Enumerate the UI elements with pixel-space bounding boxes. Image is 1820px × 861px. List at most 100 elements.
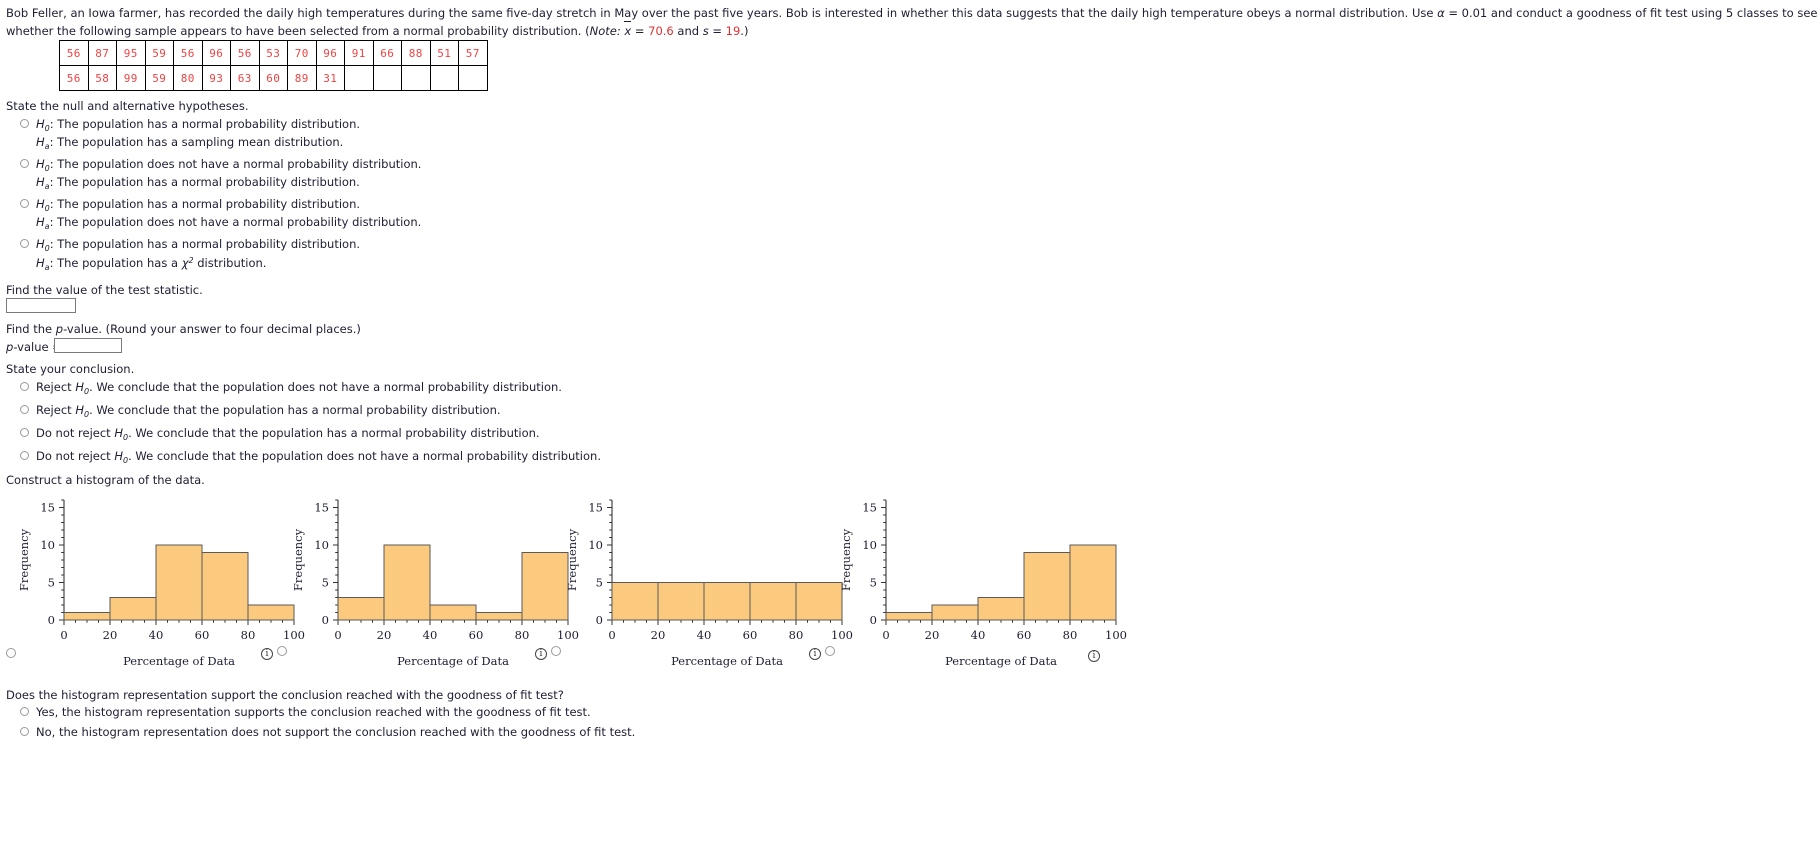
conclusion-post: . We conclude that the population does n… <box>128 449 601 463</box>
histogram-select-radio-4[interactable] <box>825 646 835 656</box>
info-icon-2[interactable]: i <box>535 648 547 660</box>
hypothesis-alt-text: : The population has a normal probabilit… <box>49 175 360 189</box>
histogram-bar <box>247 604 295 621</box>
info-icon-4[interactable]: i <box>1088 650 1100 662</box>
y-tick-label: 10 <box>314 538 329 552</box>
conclusion-option-4-text: Do not reject H0. We conclude that the p… <box>36 449 601 465</box>
pvalue-input[interactable] <box>54 338 122 353</box>
intro-text-part1: Bob Feller, an Iowa farmer, has recorded… <box>6 6 1438 20</box>
radio-button-icon[interactable] <box>20 727 29 736</box>
data-cell: 63 <box>230 65 260 91</box>
x-axis-label: Percentage of Data <box>671 654 783 668</box>
radio-button-icon[interactable] <box>20 428 29 437</box>
radio-button-icon[interactable] <box>20 382 29 391</box>
radio-button-icon[interactable] <box>20 405 29 414</box>
pvalue-label: p-value = <box>6 340 62 354</box>
data-cell-empty <box>458 65 488 91</box>
radio-button-icon[interactable] <box>20 707 29 716</box>
radio-button-icon[interactable] <box>20 119 29 128</box>
conclusion-option-4[interactable]: Do not reject H0. We conclude that the p… <box>20 449 601 465</box>
hypothesis-option-4[interactable]: H0: The population has a normal probabil… <box>20 237 360 253</box>
hypothesis-option-1[interactable]: H0: The population has a normal probabil… <box>20 117 360 133</box>
intro-text-alpha-eq: = 0.01 and conduct a goodness of fit tes… <box>6 6 1818 38</box>
support-option-no[interactable]: No, the histogram representation does no… <box>20 725 635 739</box>
intro-closing: .) <box>740 23 749 38</box>
x-tick-label: 40 <box>697 628 712 642</box>
histogram-bar <box>1023 552 1071 621</box>
histogram-bar <box>885 612 933 621</box>
h-symbol: H <box>114 449 123 463</box>
conclusion-pre: Do not reject <box>36 426 115 440</box>
data-cell: 59 <box>144 65 174 91</box>
conclusion-option-3-text: Do not reject H0. We conclude that the p… <box>36 426 540 442</box>
h-subscript: 0 <box>123 456 129 465</box>
y-tick-label: 15 <box>314 501 329 515</box>
data-cell: 59 <box>144 40 174 66</box>
histogram-bar <box>977 597 1025 621</box>
y-tick-label: 15 <box>40 501 55 515</box>
x-tick-label: 80 <box>515 628 530 642</box>
data-cell: 99 <box>116 65 146 91</box>
hypothesis-option-3[interactable]: H0: The population has a normal probabil… <box>20 197 360 213</box>
sample-data-table: 56 87 95 59 56 96 56 53 70 96 91 66 88 5… <box>59 40 488 91</box>
x-tick-label: 60 <box>469 628 484 642</box>
histogram-bar <box>657 582 705 621</box>
x-bar-symbol: x <box>624 20 631 41</box>
hypothesis-alt-text-pre: : The population has a <box>49 256 182 270</box>
histogram-bar <box>931 604 979 621</box>
histogram-chart-4: 0 5 10 15 0 20 40 60 80 100 Frequency Percentage of… <box>830 492 1130 672</box>
h-symbol: H <box>36 256 45 270</box>
data-cell-empty <box>344 65 374 91</box>
h-symbol: H <box>36 215 45 229</box>
x-tick-label: 0 <box>334 628 341 642</box>
data-cell: 57 <box>458 40 488 66</box>
histogram-select-radio-3[interactable] <box>551 646 561 656</box>
h-symbol: H <box>36 157 45 171</box>
info-icon-3[interactable]: i <box>809 648 821 660</box>
hypothesis-null-2: H0: The population does not have a norma… <box>36 157 421 173</box>
conclusion-option-1-text: Reject H0. We conclude that the populati… <box>36 380 562 396</box>
hypothesis-alt-1: Ha: The population has a sampling mean d… <box>36 135 343 151</box>
histogram-select-radio-1[interactable] <box>6 648 16 658</box>
histogram-bar <box>337 597 385 621</box>
table-row: 56 58 99 59 80 93 63 60 89 31 <box>59 65 488 91</box>
data-cell: 56 <box>173 40 203 66</box>
data-cell: 89 <box>287 65 317 91</box>
h-symbol: H <box>75 403 84 417</box>
radio-button-icon[interactable] <box>20 159 29 168</box>
data-cell: 56 <box>230 40 260 66</box>
y-tick-label: 15 <box>862 501 877 515</box>
y-tick-label: 5 <box>322 576 329 590</box>
histogram-bar <box>749 582 797 621</box>
histogram-chart-2: 0 5 10 15 0 20 40 60 80 100 Frequency Percentage of… <box>282 492 582 672</box>
histogram-bar <box>155 544 203 621</box>
x-tick-label: 20 <box>651 628 666 642</box>
hypotheses-prompt: State the null and alternative hypothese… <box>6 99 249 113</box>
data-cell-empty <box>429 65 459 91</box>
radio-button-icon[interactable] <box>20 199 29 208</box>
hypothesis-option-2[interactable]: H0: The population does not have a norma… <box>20 157 421 173</box>
hypothesis-alt-2: Ha: The population has a normal probabil… <box>36 175 360 191</box>
data-cell: 91 <box>344 40 374 66</box>
y-axis-label: Frequency <box>17 528 31 591</box>
y-tick-label: 10 <box>588 538 603 552</box>
radio-button-icon[interactable] <box>20 239 29 248</box>
conclusion-option-3[interactable]: Do not reject H0. We conclude that the p… <box>20 426 540 442</box>
data-cell: 60 <box>258 65 288 91</box>
chi-exponent: 2 <box>188 256 194 265</box>
conclusion-post: . We conclude that the population does n… <box>89 380 562 394</box>
conclusion-option-2[interactable]: Reject H0. We conclude that the populati… <box>20 403 501 419</box>
info-icon-1[interactable]: i <box>261 648 273 660</box>
test-statistic-input[interactable] <box>6 298 76 313</box>
hypothesis-null-4: H0: The population has a normal probabil… <box>36 237 360 253</box>
h-symbol: H <box>36 117 45 131</box>
histogram-select-radio-2[interactable] <box>277 646 287 656</box>
support-option-yes[interactable]: Yes, the histogram representation suppor… <box>20 705 591 719</box>
conclusion-option-1[interactable]: Reject H0. We conclude that the populati… <box>20 380 562 396</box>
radio-button-icon[interactable] <box>20 451 29 460</box>
s-value: 19 <box>725 23 741 38</box>
data-cell: 87 <box>87 40 117 66</box>
y-tick-label: 10 <box>40 538 55 552</box>
xbar-equals: = <box>631 23 649 38</box>
y-tick-label: 5 <box>596 576 603 590</box>
